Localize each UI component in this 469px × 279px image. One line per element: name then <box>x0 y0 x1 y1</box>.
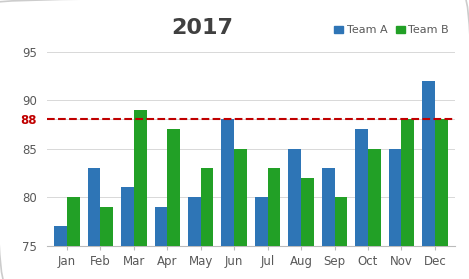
Bar <box>401 119 414 279</box>
Bar <box>288 148 301 279</box>
Bar <box>134 110 147 279</box>
Bar <box>355 129 368 279</box>
Bar <box>389 148 401 279</box>
Bar <box>268 168 280 279</box>
Title: 2017: 2017 <box>171 18 233 37</box>
Bar <box>188 197 201 279</box>
Bar <box>167 129 180 279</box>
Bar <box>234 148 247 279</box>
Bar <box>435 119 447 279</box>
Bar <box>88 168 100 279</box>
Legend: Team A, Team B: Team A, Team B <box>330 21 454 40</box>
Bar <box>422 81 435 279</box>
Bar <box>221 119 234 279</box>
Bar <box>301 178 314 279</box>
Bar <box>255 197 268 279</box>
Bar <box>121 187 134 279</box>
Bar <box>334 197 347 279</box>
Bar <box>155 207 167 279</box>
Bar <box>67 197 80 279</box>
Bar <box>322 168 334 279</box>
Bar <box>100 207 113 279</box>
Bar <box>201 168 213 279</box>
Bar <box>368 148 381 279</box>
Bar <box>54 226 67 279</box>
